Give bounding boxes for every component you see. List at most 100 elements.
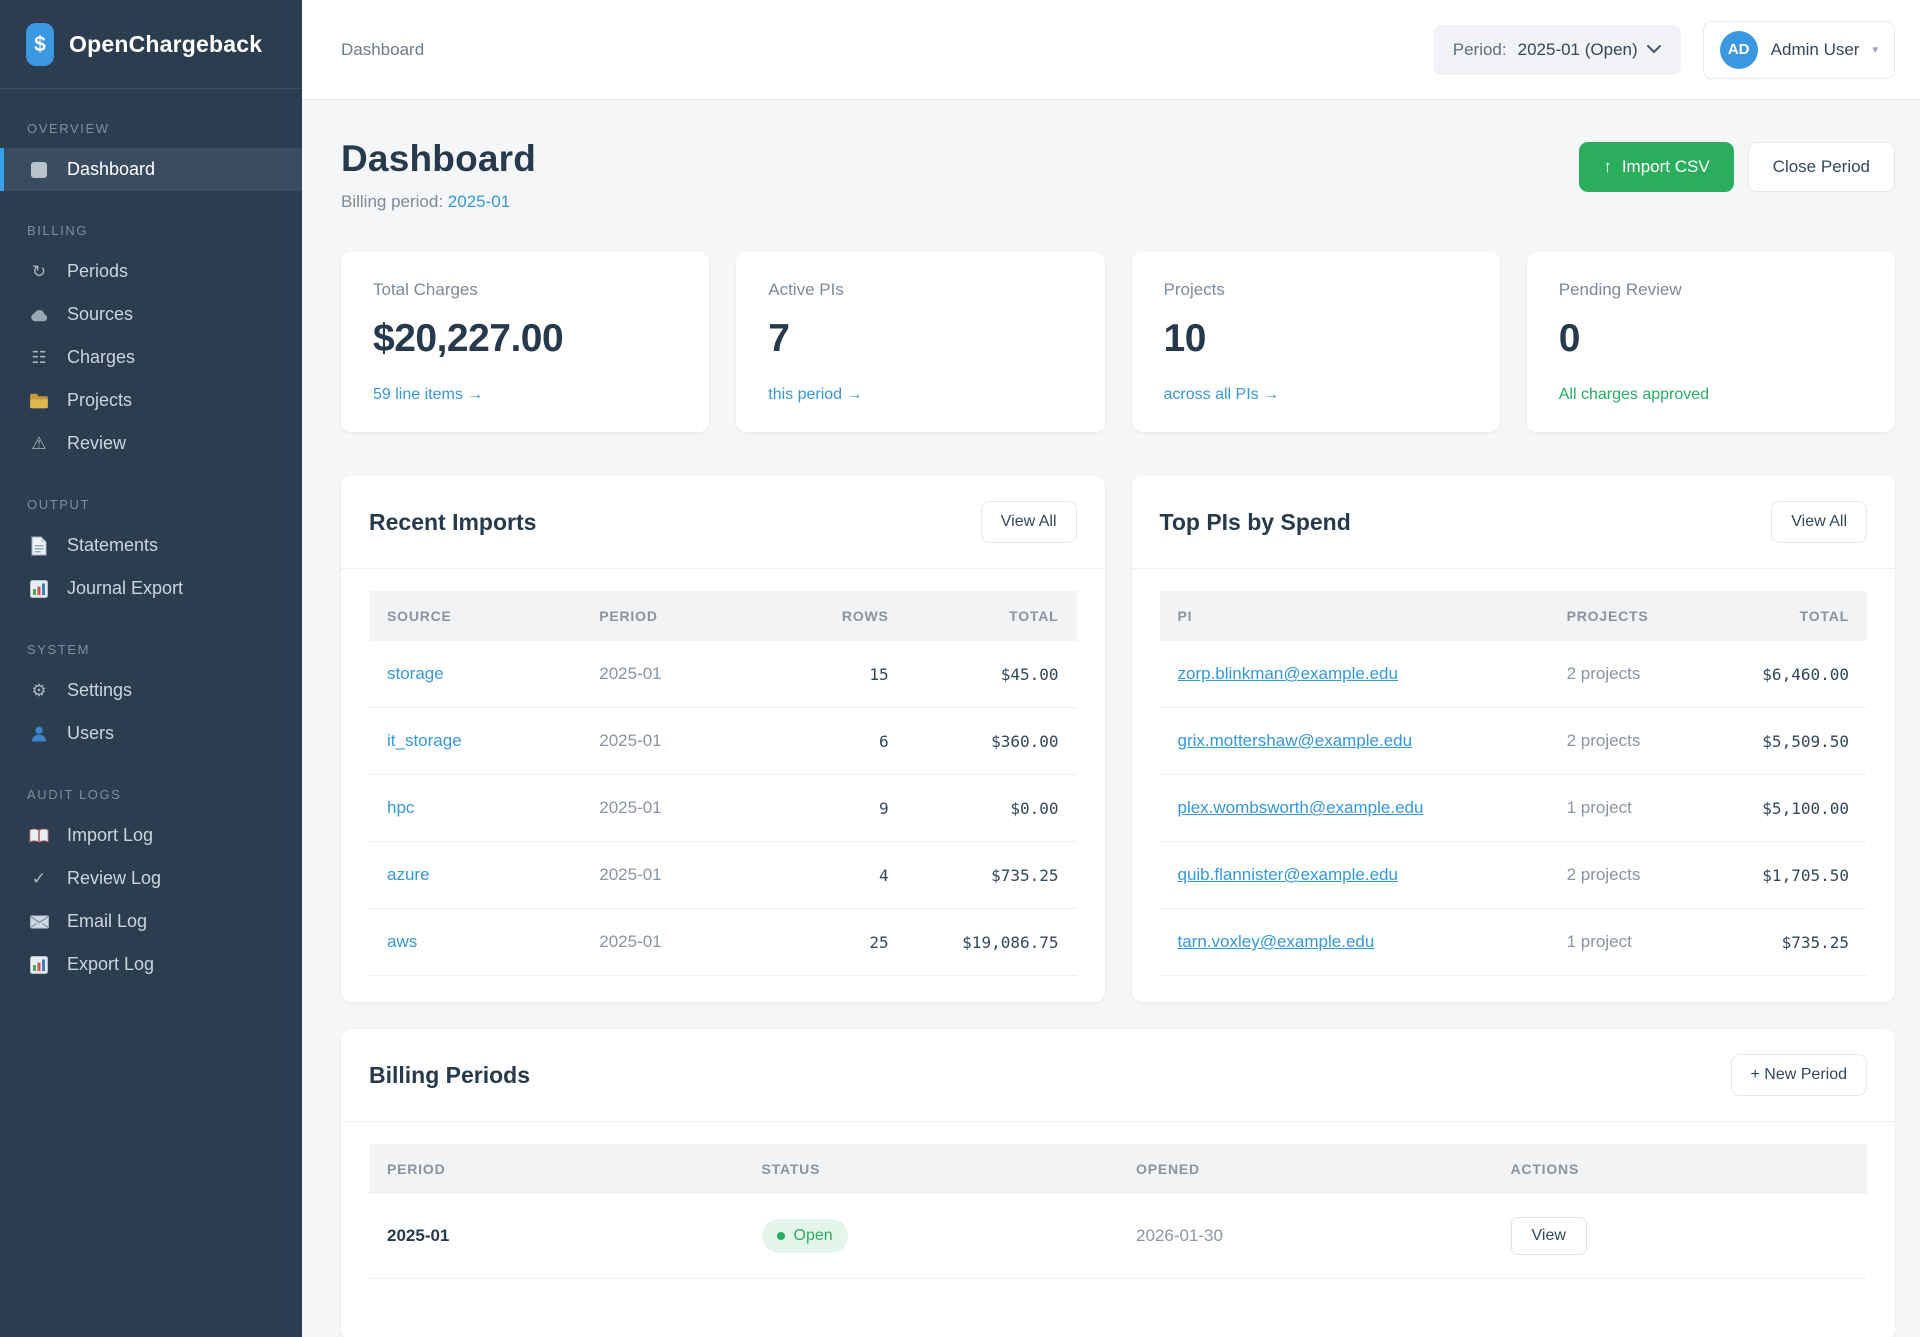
status-dot-icon (776, 1232, 785, 1240)
new-period-button[interactable]: + New Period (1730, 1054, 1867, 1096)
stat-link-line-items[interactable]: 59 line items → (373, 386, 484, 403)
table-row: it_storage 2025-01 6 $360.00 (369, 707, 1077, 775)
source-link[interactable]: storage (387, 664, 444, 683)
column-header-source: Source (369, 591, 582, 641)
sidebar-item-label: Import Log (67, 825, 154, 845)
table-row: tarn.voxley@example.edu 1 project $735.2… (1159, 908, 1867, 976)
pi-link[interactable]: grix.mottershaw@example.edu (1177, 731, 1413, 750)
sidebar: $ OpenChargeback OVERVIEW Dashboard BILL… (0, 0, 302, 1337)
view-period-button[interactable]: View (1510, 1217, 1587, 1255)
recent-imports-title: Recent Imports (369, 508, 537, 535)
stat-link-across-pis[interactable]: across all PIs → (1163, 386, 1280, 403)
sidebar-item-label: Email Log (67, 911, 148, 931)
recent-imports-view-all-button[interactable]: View All (980, 501, 1077, 543)
stat-label: Total Charges (373, 280, 478, 299)
sidebar-item-users[interactable]: Users (0, 712, 302, 755)
sidebar-item-label: Export Log (67, 954, 155, 974)
source-link[interactable]: azure (387, 865, 430, 884)
column-header-total: Total (1704, 591, 1867, 641)
billing-periods-table: Period Status Opened Actions 2025-01 (369, 1144, 1867, 1279)
stat-label: Active PIs (768, 280, 844, 299)
sidebar-item-settings[interactable]: ⚙ Settings (0, 669, 302, 712)
source-link[interactable]: hpc (387, 798, 415, 817)
billing-periods-title: Billing Periods (369, 1061, 531, 1088)
stat-card-projects: Projects 10 across all PIs → (1131, 252, 1500, 432)
nav-section-overview: OVERVIEW (27, 121, 110, 136)
source-link[interactable]: aws (387, 932, 418, 951)
user-menu[interactable]: AD Admin User ▾ (1702, 20, 1895, 79)
stat-value: 0 (1558, 317, 1581, 360)
sidebar-item-import-log[interactable]: Import Log (0, 814, 302, 857)
caret-down-icon: ▾ (1872, 44, 1878, 56)
column-header-rows: Rows (779, 591, 907, 641)
period-selector[interactable]: Period: 2025-01 (Open) (1432, 24, 1681, 75)
nav-section-output: OUTPUT (27, 497, 91, 512)
pi-link[interactable]: tarn.voxley@example.edu (1177, 932, 1375, 951)
sidebar-item-email-log[interactable]: Email Log (0, 900, 302, 943)
sidebar-item-label: Review (67, 433, 127, 453)
sidebar-item-periods[interactable]: ↻ Periods (0, 250, 302, 293)
user-icon (27, 725, 51, 743)
app-logo-row: $ OpenChargeback (0, 0, 302, 89)
sidebar-item-review-log[interactable]: ✓ Review Log (0, 857, 302, 900)
sidebar-item-sources[interactable]: Sources (0, 293, 302, 336)
nav-section-billing: BILLING (27, 223, 89, 238)
sidebar-item-journal-export[interactable]: Journal Export (0, 567, 302, 610)
table-row: quib.flannister@example.edu 2 projects $… (1159, 841, 1867, 909)
close-period-button[interactable]: Close Period (1747, 142, 1895, 192)
sidebar-item-projects[interactable]: Projects (0, 379, 302, 422)
sidebar-item-charges[interactable]: ☷ Charges (0, 336, 302, 379)
topbar: Dashboard Period: 2025-01 (Open) AD Admi… (302, 0, 1920, 100)
sidebar-item-review[interactable]: ⚠ Review (0, 422, 302, 465)
sidebar-item-label: Settings (67, 680, 133, 700)
top-pis-table: PI Projects Total zorp.blinkman@example.… (1159, 591, 1867, 976)
stat-value: 10 (1163, 317, 1207, 360)
status-badge: Open (761, 1219, 848, 1253)
document-icon (27, 536, 51, 556)
checkmark-icon: ✓ (31, 868, 47, 888)
sidebar-item-label: Charges (67, 347, 136, 367)
sidebar-item-label: Users (67, 723, 115, 743)
pi-link[interactable]: quib.flannister@example.edu (1177, 865, 1398, 884)
page-title: Dashboard (341, 138, 537, 179)
stat-card-total-charges: Total Charges $20,227.00 59 line items → (341, 252, 710, 432)
main-area: Dashboard Period: 2025-01 (Open) AD Admi… (302, 0, 1920, 1337)
app-title: OpenChargeback (69, 31, 263, 57)
import-csv-button[interactable]: ↑ Import CSV (1579, 142, 1734, 192)
warning-icon: ⚠ (31, 433, 47, 453)
table-row: 2025-01 Open 2026-01-30 View (369, 1194, 1867, 1279)
sidebar-item-label: Sources (67, 304, 134, 324)
sidebar-item-export-log[interactable]: Export Log (0, 943, 302, 986)
breadcrumb: Dashboard (341, 39, 425, 59)
stat-label: Pending Review (1558, 280, 1682, 299)
cloud-icon (27, 308, 51, 322)
bar-chart-icon (27, 955, 51, 974)
stat-link-this-period[interactable]: this period → (768, 386, 863, 403)
source-link[interactable]: it_storage (387, 731, 462, 750)
pi-link[interactable]: plex.wombsworth@example.edu (1177, 798, 1424, 817)
table-row: hpc 2025-01 9 $0.00 (369, 774, 1077, 842)
sidebar-item-label: Projects (67, 390, 133, 410)
table-row: zorp.blinkman@example.edu 2 projects $6,… (1159, 641, 1867, 708)
dollar-logo-icon: $ (26, 23, 54, 66)
billing-period-subtitle: Billing period: 2025-01 (341, 192, 511, 211)
top-pis-title: Top PIs by Spend (1159, 508, 1351, 535)
stat-cards: Total Charges $20,227.00 59 line items →… (341, 252, 1895, 432)
column-header-actions: Actions (1492, 1144, 1867, 1194)
sidebar-item-label: Journal Export (67, 578, 184, 598)
sidebar-item-label: Dashboard (67, 159, 156, 179)
page-content: Dashboard Billing period: 2025-01 ↑ Impo… (302, 100, 1920, 1337)
stat-value: 7 (768, 317, 790, 360)
dashboard-icon (27, 161, 51, 178)
top-pis-view-all-button[interactable]: View All (1771, 501, 1867, 543)
sidebar-item-dashboard[interactable]: Dashboard (0, 148, 302, 191)
column-header-status: Status (743, 1144, 1118, 1194)
opened-date: 2026-01-30 (1118, 1194, 1493, 1279)
pi-link[interactable]: zorp.blinkman@example.edu (1177, 664, 1398, 683)
column-header-period: Period (581, 591, 780, 641)
avatar: AD (1719, 30, 1758, 69)
sidebar-item-statements[interactable]: Statements (0, 524, 302, 567)
billing-period-link[interactable]: 2025-01 (447, 192, 511, 211)
chevron-down-icon (1646, 45, 1661, 54)
email-icon (27, 914, 51, 929)
